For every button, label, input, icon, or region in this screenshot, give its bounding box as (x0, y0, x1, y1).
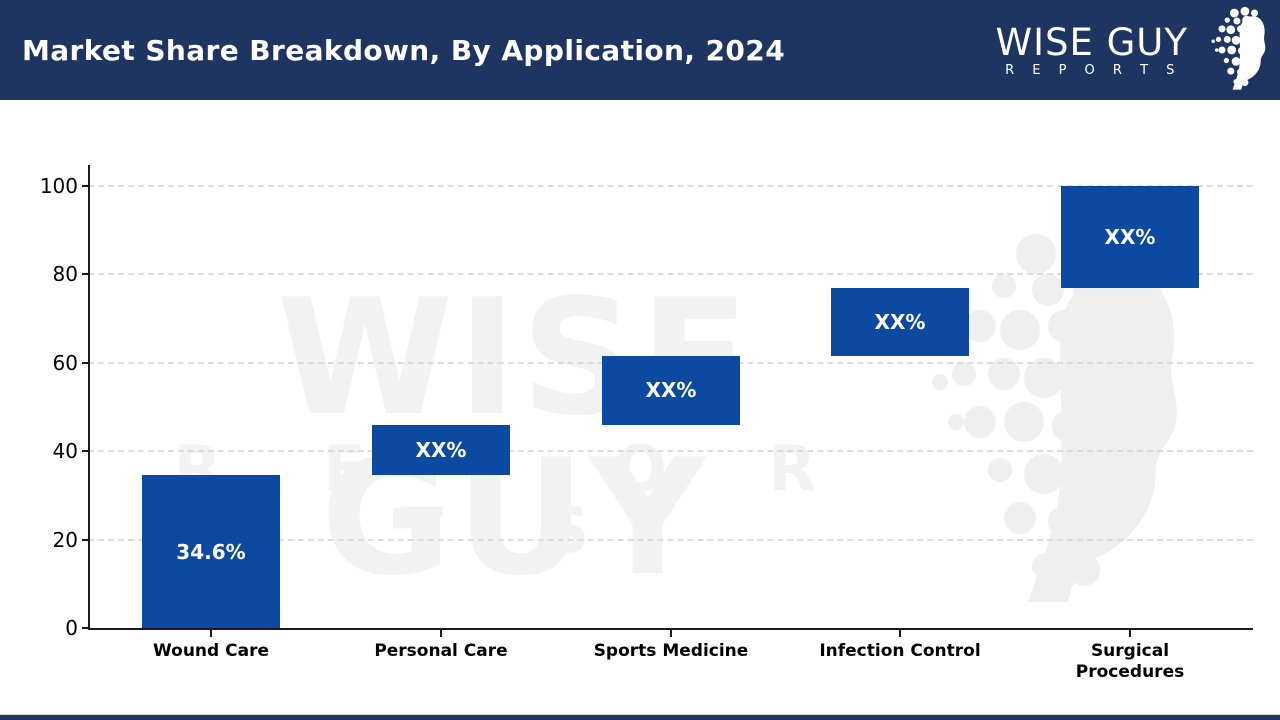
bar: 34.6% (142, 475, 280, 628)
y-tick-mark (82, 450, 89, 453)
x-tick-mark (899, 630, 901, 637)
x-category-label: Wound Care (153, 641, 269, 661)
y-tick-label: 40 (52, 439, 78, 464)
x-tick-mark (210, 630, 212, 637)
y-tick-label: 80 (52, 262, 78, 287)
x-category-label: Sports Medicine (593, 641, 749, 661)
bar-value-label: XX% (415, 437, 467, 462)
gridline (88, 185, 1253, 187)
logo-subtext: R E P O R T S (1005, 62, 1182, 78)
x-category-label: Surgical Procedures (1075, 641, 1185, 682)
gridline (88, 450, 1253, 453)
watermark-subtext: R E P O R T S (173, 432, 857, 567)
chart-title: Market Share Breakdown, By Application, … (22, 33, 786, 67)
logo-text: WISE GUY R E P O R T S (996, 24, 1188, 77)
y-tick-label: 100 (39, 174, 78, 198)
header-bar: Market Share Breakdown, By Application, … (0, 0, 1280, 100)
gridline (88, 538, 1253, 541)
x-axis-line (88, 628, 1253, 630)
y-tick-label: 60 (52, 350, 78, 375)
bar: XX% (1061, 186, 1199, 288)
x-tick-mark (1129, 630, 1131, 637)
bar: XX% (372, 424, 510, 476)
wiseguy-logo: WISE GUY R E P O R T S (996, 6, 1270, 94)
bar-value-label: XX% (874, 309, 926, 334)
y-tick-label: 20 (52, 527, 78, 552)
y-tick-mark (82, 273, 89, 276)
y-tick-label: 0 (65, 616, 78, 640)
x-category-label: Personal Care (374, 641, 508, 661)
footer-bar (0, 715, 1280, 720)
y-tick-mark (82, 185, 89, 187)
logo-head-icon (1211, 6, 1266, 90)
gridline (88, 273, 1253, 276)
bar: XX% (602, 356, 740, 425)
x-tick-mark (670, 630, 672, 637)
bar-value-label: 34.6% (176, 539, 246, 564)
bottom-divider (0, 714, 1280, 715)
bar-value-label: XX% (1104, 224, 1156, 249)
bar: XX% (831, 287, 969, 357)
y-tick-mark (82, 361, 89, 364)
x-category-label: Infection Control (819, 641, 981, 661)
x-tick-mark (440, 630, 442, 637)
y-tick-mark (82, 538, 89, 541)
logo-wordmark: WISE GUY (995, 20, 1188, 64)
y-tick-mark (82, 627, 89, 629)
y-axis-line (88, 165, 90, 630)
bar-value-label: XX% (645, 378, 697, 403)
